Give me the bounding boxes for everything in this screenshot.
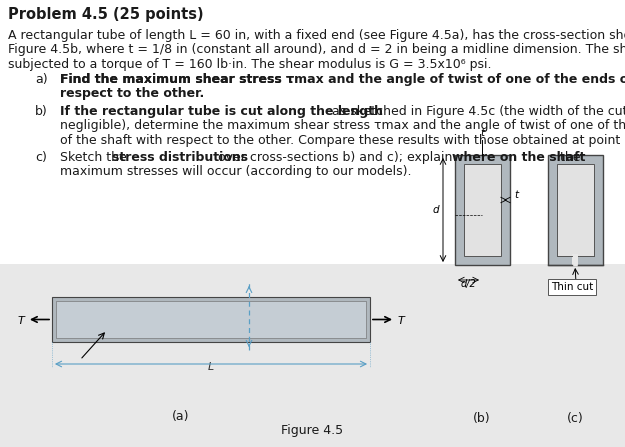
Text: over cross-sections b) and c); explain: over cross-sections b) and c); explain <box>214 151 456 164</box>
Text: Problem 4.5 (25 points): Problem 4.5 (25 points) <box>8 7 204 22</box>
Bar <box>572 254 578 266</box>
Text: (b): (b) <box>473 412 491 425</box>
Text: L: L <box>208 362 214 372</box>
Bar <box>557 164 594 256</box>
Text: respect to the other.: respect to the other. <box>60 88 204 101</box>
Bar <box>56 301 366 338</box>
Text: Sketch the: Sketch the <box>60 151 131 164</box>
Text: maximum stresses will occur (according to our models).: maximum stresses will occur (according t… <box>60 165 411 178</box>
Bar <box>464 164 501 256</box>
Text: where on the shaft: where on the shaft <box>452 151 586 164</box>
Text: (a): (a) <box>173 410 190 423</box>
Text: b): b) <box>35 105 48 118</box>
Text: Find the maximum shear stress τmax and the angle of twist of one of the ends of : Find the maximum shear stress τmax and t… <box>60 73 625 86</box>
Text: Find the maximum shear stress τ: Find the maximum shear stress τ <box>60 73 294 86</box>
Text: of the shaft with respect to the other. Compare these results with those obtaine: of the shaft with respect to the other. … <box>60 134 625 147</box>
Text: A rectangular tube of length L = 60 in, with a fixed end (see Figure 4.5a), has : A rectangular tube of length L = 60 in, … <box>8 29 625 42</box>
Text: c): c) <box>35 151 47 164</box>
Text: t: t <box>514 190 518 200</box>
Text: stress distributions: stress distributions <box>112 151 248 164</box>
Text: Figure 4.5b, where t = 1/8 in (constant all around), and d = 2 in being a midlin: Figure 4.5b, where t = 1/8 in (constant … <box>8 43 625 56</box>
Text: a): a) <box>35 73 48 86</box>
Bar <box>455 155 510 265</box>
Text: as sketched in Figure 4.5c (the width of the cut is: as sketched in Figure 4.5c (the width of… <box>328 105 625 118</box>
Text: If the rectangular tube is cut along the length: If the rectangular tube is cut along the… <box>60 105 383 118</box>
Text: d: d <box>432 205 439 215</box>
Text: Figure 4.5: Figure 4.5 <box>281 424 343 437</box>
Bar <box>548 155 603 265</box>
Text: subjected to a torque of T = 160 lb·in. The shear modulus is G = 3.5x10⁶ psi.: subjected to a torque of T = 160 lb·in. … <box>8 58 491 71</box>
Text: T: T <box>398 316 405 326</box>
Bar <box>0 264 625 447</box>
Text: (c): (c) <box>567 412 583 425</box>
Text: T: T <box>18 316 24 326</box>
Text: Thin cut: Thin cut <box>551 282 593 292</box>
Bar <box>52 297 370 342</box>
Text: d/2: d/2 <box>460 279 476 289</box>
Text: negligible), determine the maximum shear stress τmax and the angle of twist of o: negligible), determine the maximum shear… <box>60 119 625 132</box>
Text: t: t <box>480 128 484 138</box>
Text: the: the <box>556 151 581 164</box>
